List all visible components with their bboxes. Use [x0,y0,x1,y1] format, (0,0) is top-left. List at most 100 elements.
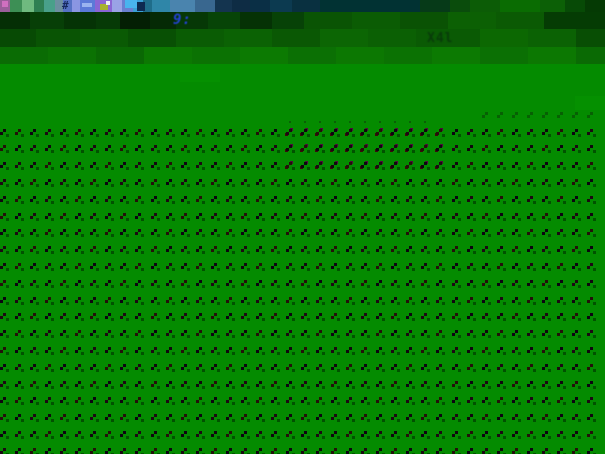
dither-mark [334,364,337,367]
dither-mark [108,448,111,451]
dither-mark [590,162,593,165]
dither-mark [394,263,397,266]
dither-mark [108,179,111,182]
dither-mark [108,162,111,165]
dither-mark [394,381,397,384]
dither-mark [560,381,563,384]
dither-mark [123,246,126,249]
dither-mark [63,246,66,249]
dither-mark [409,162,412,165]
dither-mark [169,246,172,249]
dither-mark [379,213,382,216]
dither-mark [229,145,232,148]
dither-mark [199,246,202,249]
dither-mark [349,347,352,350]
dither-mark [244,414,247,417]
macroblock [352,12,400,29]
dither-mark [455,162,458,165]
dither-mark [364,431,367,434]
dither-mark [590,381,593,384]
dither-mark [575,145,578,148]
dither-mark [214,145,217,148]
dither-mark [244,364,247,367]
dither-mark [78,330,81,333]
dither-mark [259,263,262,266]
dither-mark [63,196,66,199]
dither-mark [500,246,503,249]
macroblock [336,47,384,64]
dither-mark [530,330,533,333]
dither-mark [439,263,442,266]
dither-mark [138,297,141,300]
dither-mark [394,179,397,182]
dither-mark [500,162,503,165]
dither-mark [3,145,6,148]
dither-mark [184,179,187,182]
dither-mark [515,213,518,216]
dither-mark [154,397,157,400]
dither-mark [379,229,382,232]
dither-mark [138,213,141,216]
dither-mark [575,313,578,316]
dither-mark [364,246,367,249]
dither-mark [334,414,337,417]
dither-mark [349,397,352,400]
dither-mark [33,448,36,451]
dither-mark [18,213,21,216]
dither-mark [590,213,593,216]
dither-mark [455,145,458,148]
dither-mark [93,397,96,400]
noise-speck [304,121,306,123]
dither-mark [424,213,427,216]
dither-mark [409,196,412,199]
dither-mark [123,196,126,199]
macroblock [144,47,192,64]
dither-mark [334,448,337,451]
dither-mark [319,280,322,283]
dither-mark [439,397,442,400]
dither-mark [199,347,202,350]
dither-mark [18,129,21,132]
dither-mark [545,162,548,165]
dither-mark [485,196,488,199]
dither-mark [154,213,157,216]
dither-mark [108,414,111,417]
dither-mark [169,381,172,384]
dither-mark [515,414,518,417]
dither-mark [274,246,277,249]
dither-mark [409,263,412,266]
dither-mark [530,397,533,400]
macroblock [585,0,605,12]
dither-mark [169,347,172,350]
dither-mark [93,196,96,199]
dither-mark [199,229,202,232]
dither-mark [214,280,217,283]
dither-mark [349,246,352,249]
macroblock [80,29,128,47]
dither-mark [184,213,187,216]
dither-mark [93,263,96,266]
dither-mark [123,414,126,417]
dither-mark [3,330,6,333]
dither-mark [304,246,307,249]
dither-mark [184,145,187,148]
dither-mark [455,330,458,333]
dither-mark [169,196,172,199]
dither-mark [259,280,262,283]
dither-mark [319,448,322,451]
dither-mark [334,129,337,132]
dither-mark [169,179,172,182]
dither-mark [18,263,21,266]
dither-mark [229,414,232,417]
dither-mark [169,414,172,417]
faint-dither-mark [500,112,503,115]
dither-mark [78,179,81,182]
dither-mark [394,297,397,300]
macroblock [480,29,528,47]
dither-mark [108,129,111,132]
dither-mark [63,347,66,350]
dither-mark [229,381,232,384]
dither-mark [545,330,548,333]
macroblock [400,12,448,29]
dither-mark [470,179,473,182]
